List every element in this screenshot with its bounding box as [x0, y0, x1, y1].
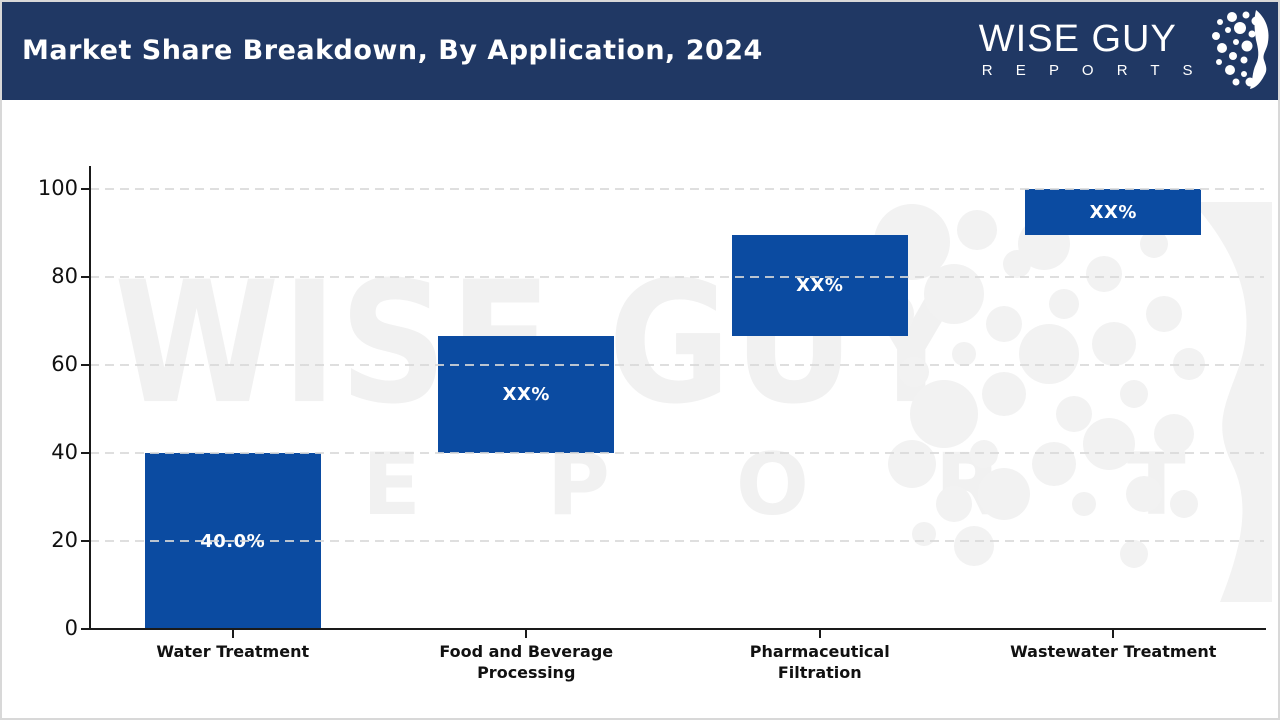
y-tick-label: 80	[51, 264, 78, 288]
x-tick-mark	[1112, 630, 1115, 638]
y-tick-label: 0	[64, 616, 78, 640]
y-tick-label: 60	[51, 352, 78, 376]
gridline	[90, 276, 1264, 278]
y-tick-mark	[81, 276, 89, 278]
brand-name: WISE GUY	[978, 18, 1177, 61]
gridline	[90, 540, 1264, 542]
x-axis-label: Wastewater Treatment	[1010, 642, 1217, 661]
bar-value-label: XX%	[1089, 201, 1137, 223]
watermark-dotted-face	[870, 202, 1272, 602]
y-axis-line	[89, 166, 91, 630]
x-axis-label: Food and Beverage Processing	[439, 642, 614, 683]
y-tick-label: 20	[51, 528, 78, 552]
y-tick-mark	[81, 540, 89, 542]
header-bar: Market Share Breakdown, By Application, …	[2, 2, 1278, 100]
y-tick-label: 100	[37, 176, 78, 200]
x-axis-label: Pharmaceutical Filtration	[749, 642, 890, 683]
y-tick-label: 40	[51, 440, 78, 464]
dotted-face-icon	[1212, 10, 1269, 89]
brand-logo-text: WISE GUY R E P O R T S	[978, 18, 1202, 79]
gridline	[90, 364, 1264, 366]
x-axis-label: Water Treatment	[156, 642, 310, 661]
y-tick-mark	[81, 628, 89, 630]
gridline	[90, 188, 1264, 190]
page-title: Market Share Breakdown, By Application, …	[22, 34, 763, 66]
brand-logo: WISE GUY R E P O R T S	[979, 8, 1270, 90]
bar-wastewater-treatment: XX%	[1025, 189, 1202, 236]
bar-value-label: XX%	[502, 383, 550, 405]
y-tick-mark	[81, 364, 89, 366]
bar-value-label: XX%	[796, 274, 844, 296]
x-axis-line	[86, 628, 1266, 630]
x-tick-mark	[525, 630, 528, 638]
bar-food-and-beverage-processing: XX%	[438, 335, 615, 453]
bar-pharmaceutical-filtration: XX%	[731, 235, 908, 336]
gridline	[90, 452, 1264, 454]
x-tick-mark	[231, 630, 234, 638]
y-tick-mark	[81, 188, 89, 190]
y-tick-mark	[81, 452, 89, 454]
x-tick-mark	[818, 630, 821, 638]
brand-subtitle: R E P O R T S	[981, 61, 1202, 79]
